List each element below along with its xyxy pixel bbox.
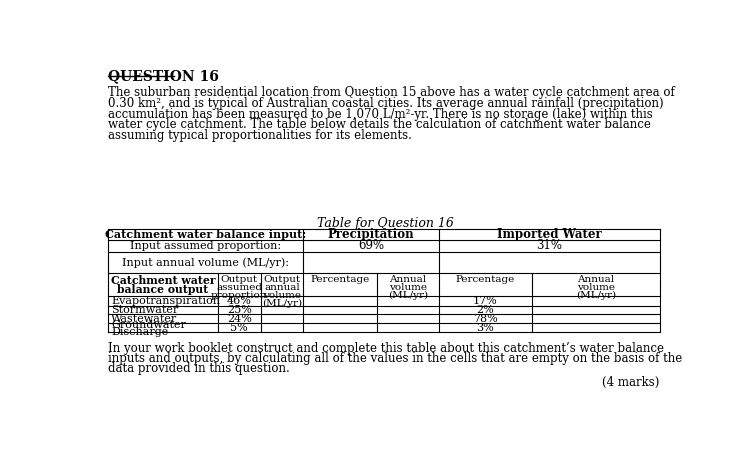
Text: (ML/yr): (ML/yr) [576, 291, 616, 300]
Text: Percentage: Percentage [311, 276, 370, 284]
Text: Precipitation: Precipitation [328, 228, 414, 241]
Text: Input annual volume (ML/yr):: Input annual volume (ML/yr): [122, 257, 289, 268]
Text: assuming typical proportionalities for its elements.: assuming typical proportionalities for i… [108, 129, 412, 142]
Text: 2%: 2% [477, 305, 494, 315]
Text: In your work booklet construct and complete this table about this catchment’s wa: In your work booklet construct and compl… [108, 342, 664, 355]
Text: proportion: proportion [211, 291, 268, 300]
Text: Groundwater: Groundwater [111, 320, 186, 330]
Text: balance output: balance output [117, 284, 208, 295]
Text: inputs and outputs, by calculating all of the values in the cells that are empty: inputs and outputs, by calculating all o… [108, 352, 682, 365]
Text: Percentage: Percentage [456, 276, 515, 284]
Text: Annual: Annual [390, 276, 426, 284]
Text: QUESTION 16: QUESTION 16 [108, 69, 219, 83]
Text: 3%: 3% [477, 323, 494, 333]
Text: Catchment water: Catchment water [111, 276, 215, 286]
Text: 31%: 31% [536, 240, 562, 252]
Text: 69%: 69% [358, 240, 384, 252]
Text: 24%: 24% [227, 314, 252, 324]
Text: annual: annual [264, 283, 300, 292]
Text: volume: volume [263, 291, 301, 300]
Text: Input assumed proportion:: Input assumed proportion: [130, 241, 281, 251]
Text: 5%: 5% [230, 323, 248, 333]
Text: Output: Output [263, 276, 301, 284]
Text: 17%: 17% [473, 296, 498, 306]
Text: 25%: 25% [227, 305, 252, 315]
Text: Evapotranspiration: Evapotranspiration [111, 296, 220, 306]
Text: 46%: 46% [227, 296, 252, 306]
Text: Annual: Annual [578, 276, 614, 284]
Text: data provided in this question.: data provided in this question. [108, 362, 290, 375]
Text: 0.30 km², and is typical of Australian coastal cities. Its average annual rainfa: 0.30 km², and is typical of Australian c… [108, 97, 663, 110]
Text: Wastewater: Wastewater [111, 314, 177, 324]
Text: volume: volume [389, 283, 427, 292]
Text: water cycle catchment. The table below details the calculation of catchment wate: water cycle catchment. The table below d… [108, 119, 650, 131]
Text: The suburban residential location from Question 15 above has a water cycle catch: The suburban residential location from Q… [108, 86, 675, 99]
Text: accumulation has been measured to be 1,070 L/m²-yr. There is no storage (lake) w: accumulation has been measured to be 1,0… [108, 107, 653, 120]
Text: Imported Water: Imported Water [497, 228, 602, 241]
Text: 78%: 78% [473, 314, 498, 324]
Text: Table for Question 16: Table for Question 16 [317, 217, 454, 230]
Text: Stormwater: Stormwater [111, 305, 178, 315]
Text: (ML/yr): (ML/yr) [262, 298, 302, 308]
Text: volume: volume [577, 283, 615, 292]
Text: (4 marks): (4 marks) [602, 375, 660, 389]
Text: Output: Output [221, 276, 258, 284]
Text: Discharge: Discharge [111, 327, 168, 337]
Text: (ML/yr): (ML/yr) [388, 291, 428, 300]
Text: assumed: assumed [217, 283, 262, 292]
Text: Catchment water balance input:: Catchment water balance input: [105, 229, 306, 240]
